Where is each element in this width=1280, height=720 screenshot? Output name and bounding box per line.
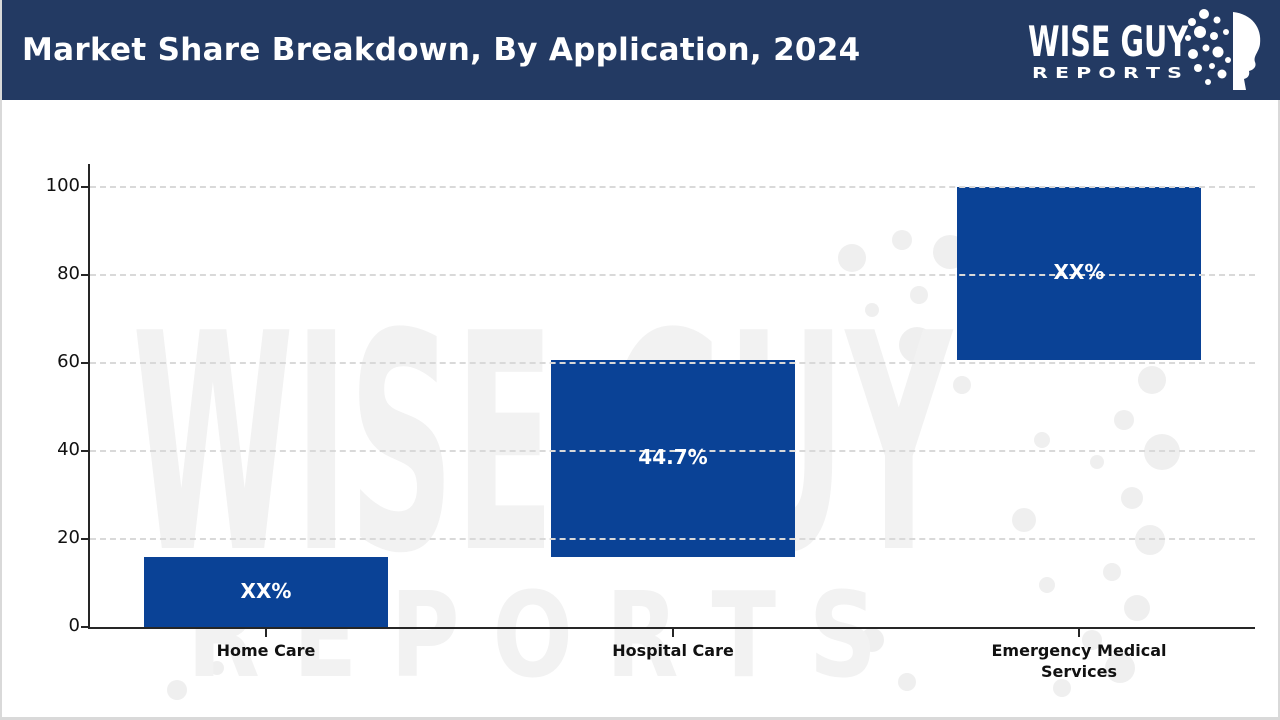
x-category-label: Hospital Care xyxy=(612,641,734,660)
y-tick-mark xyxy=(81,538,89,541)
x-category-label: Emergency Medical Services xyxy=(991,641,1167,681)
logo-face-icon xyxy=(1185,9,1261,90)
x-category-label: Home Care xyxy=(216,641,316,660)
bar-value-label: XX% xyxy=(1053,260,1105,285)
y-tick-mark xyxy=(81,362,89,365)
y-tick-mark xyxy=(81,186,89,189)
bar-value-label: XX% xyxy=(240,578,292,603)
x-axis-line xyxy=(88,626,1255,630)
gridline-20 xyxy=(90,538,1255,540)
header-bar: Market Share Breakdown, By Application, … xyxy=(2,0,1280,100)
y-axis-line xyxy=(88,164,91,629)
y-tick-mark xyxy=(81,274,89,277)
gridline-100 xyxy=(90,186,1255,188)
wise-guy-reports-logo: WISE GUY R E P O R T S xyxy=(1028,9,1261,90)
x-tick-mark xyxy=(265,629,268,637)
gridline-60 xyxy=(90,362,1255,364)
gridline-40 xyxy=(90,450,1255,452)
plot-area: XX% Home Care 44.7% Hospital Care XX% Emergen… xyxy=(2,100,1280,720)
bar-emergency-medical-services xyxy=(957,187,1201,360)
logo-line2: R E P O R T S xyxy=(1032,64,1182,82)
y-tick-label: 0 xyxy=(68,615,80,636)
y-tick-mark xyxy=(81,450,89,453)
y-tick-label: 100 xyxy=(45,175,80,196)
gridline-80 xyxy=(90,274,1255,276)
bar-value-label: 44.7% xyxy=(638,445,708,470)
y-tick-label: 40 xyxy=(57,439,80,460)
bar-home-care xyxy=(144,556,388,627)
y-tick-label: 20 xyxy=(57,527,80,548)
x-tick-mark xyxy=(672,629,675,637)
x-tick-mark xyxy=(1078,629,1081,637)
page-title: Market Share Breakdown, By Application, … xyxy=(22,32,861,68)
y-tick-label: 80 xyxy=(57,263,80,284)
bar-hospital-care xyxy=(551,359,795,557)
y-tick-label: 60 xyxy=(57,351,80,372)
logo-line1: WISE GUY xyxy=(1028,17,1188,66)
y-tick-mark xyxy=(81,626,89,629)
